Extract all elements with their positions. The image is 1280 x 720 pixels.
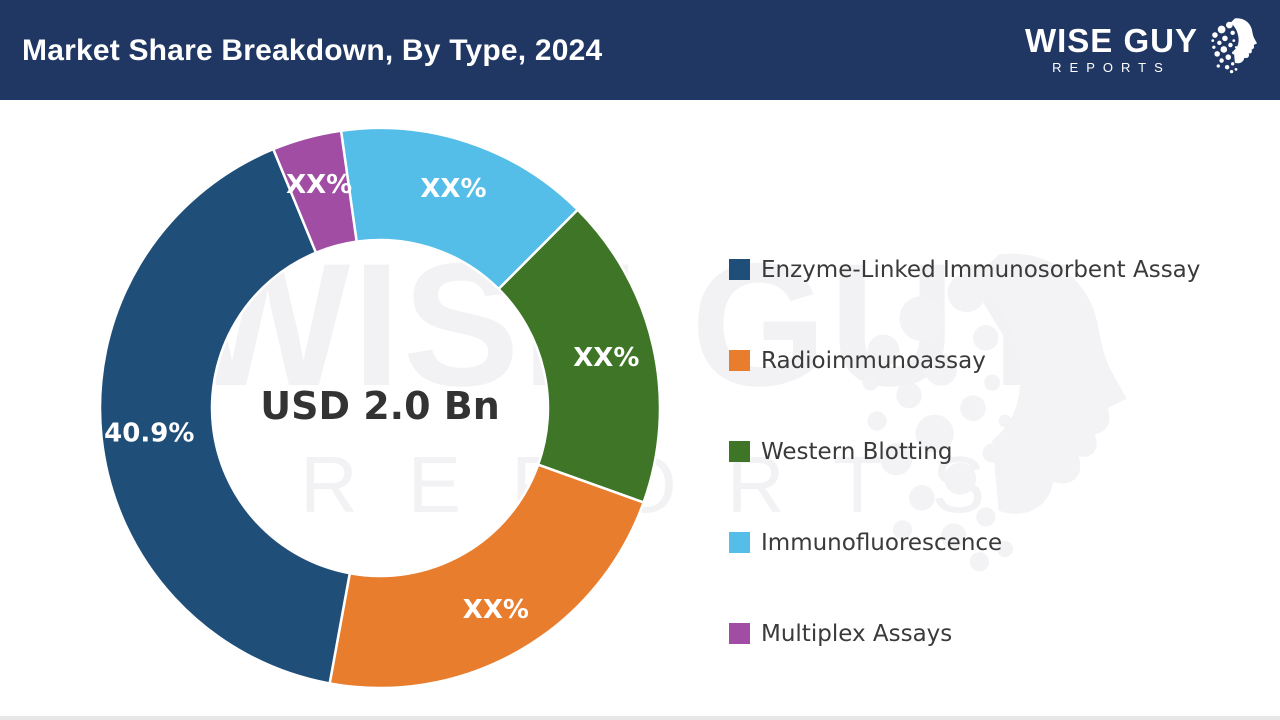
logo-face-icon (1211, 18, 1258, 74)
legend-item: Immunofluorescence (729, 529, 1200, 556)
legend-swatch (729, 441, 750, 462)
legend-label: Immunofluorescence (761, 529, 1003, 556)
center-value: USD 2.0 Bn (260, 384, 500, 428)
legend-swatch (729, 532, 750, 553)
chart-area: WISE GUY REPORTS XX% XX% XX% 40.9% XX% USD 2… (0, 100, 1280, 720)
legend-label: Radioimmunoassay (761, 347, 986, 374)
pie-segment-multiplex-assays (272, 129, 358, 254)
logo: WISE GUY REPORTS (1025, 10, 1266, 90)
legend-item: Western Blotting (729, 438, 1200, 465)
legend-label: Multiplex Assays (761, 620, 953, 647)
pie-segment-enzyme-linked-immunosorbent-assay (98, 147, 352, 685)
pie-segment-western-blotting (497, 208, 662, 504)
segment-label-multiplex-assays: XX% (286, 170, 352, 200)
segment-label-radioimmunoassay: XX% (463, 595, 529, 625)
page-title: Market Share Breakdown, By Type, 2024 (22, 34, 603, 67)
legend-swatch (729, 350, 750, 371)
segment-label-enzyme-linked-immunosorbent-assay: 40.9% (104, 418, 194, 448)
header: Market Share Breakdown, By Type, 2024 WI… (0, 0, 1280, 100)
segment-label-immunofluorescence: XX% (420, 174, 486, 204)
logo-text: WISE GUY REPORTS (1025, 24, 1198, 76)
pie-segment-radioimmunoassay (328, 463, 645, 690)
legend-item: Enzyme-Linked Immunosorbent Assay (729, 256, 1200, 283)
legend-item: Multiplex Assays (729, 620, 1200, 647)
footer-line (0, 716, 1280, 720)
logo-wiseguy-text: WISE GUY (1024, 22, 1198, 59)
legend-swatch (729, 623, 750, 644)
legend-label: Enzyme-Linked Immunosorbent Assay (761, 256, 1201, 283)
segment-label-western-blotting: XX% (573, 343, 639, 373)
donut-chart: XX% XX% XX% 40.9% XX% (98, 126, 662, 690)
legend: Enzyme-Linked Immunosorbent Assay Radioi… (729, 256, 1200, 647)
watermark-face-icon (862, 253, 1127, 572)
legend-swatch (729, 259, 750, 280)
logo-reports-text: REPORTS (1052, 60, 1171, 75)
legend-item: Radioimmunoassay (729, 347, 1200, 374)
legend-label: Western Blotting (761, 438, 953, 465)
